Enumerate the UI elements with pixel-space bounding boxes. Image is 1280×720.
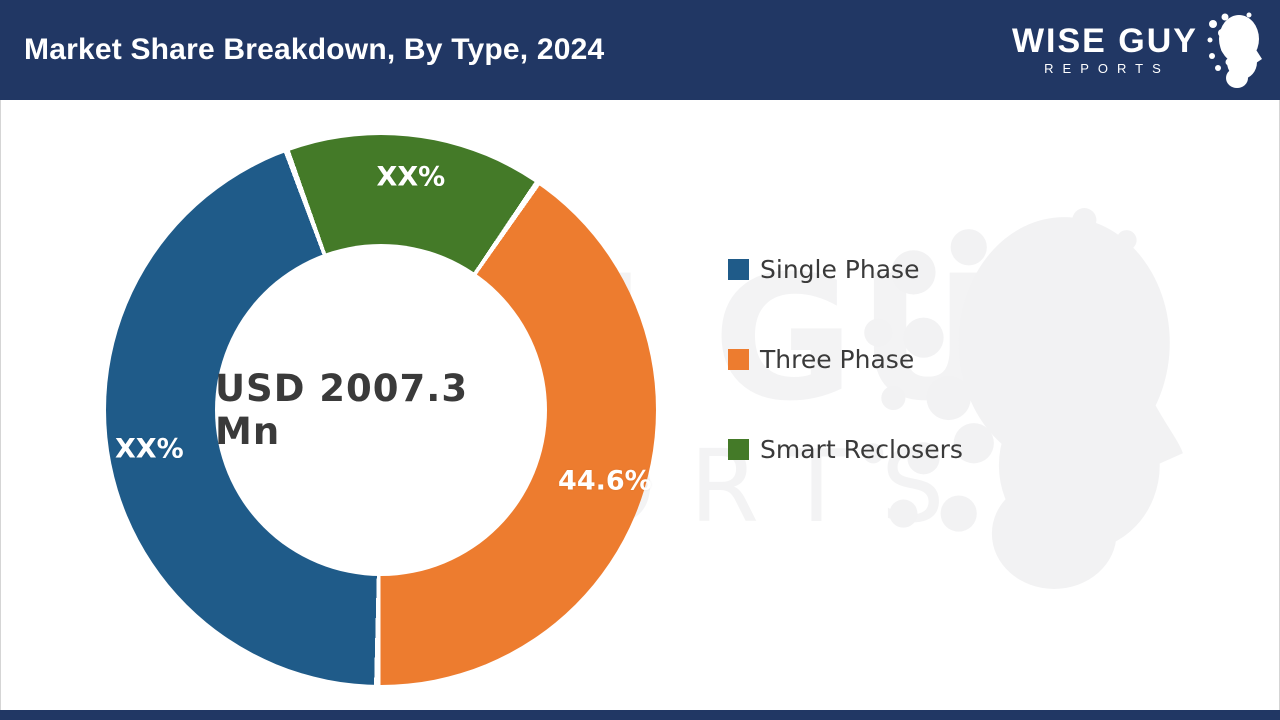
slice-label-single-phase: XX% [114,433,184,465]
slice-label-three-phase: 44.6% [558,465,652,497]
watermark-face-icon [863,208,1183,589]
donut-chart: USD 2007.3 Mn XX% 44.6% XX% [106,135,656,685]
legend-swatch [728,438,749,460]
logo-face-icon [1207,12,1262,88]
footer-bar [0,710,1280,720]
header-bar: Market Share Breakdown, By Type, 2024 WI… [0,0,1280,100]
legend-label: Three Phase [760,344,915,374]
legend-item-smart-reclosers: Smart Reclosers [728,436,963,462]
legend-item-three-phase: Three Phase [728,346,963,372]
wiseguy-logo: WISE GUY REPORTS [1012,10,1264,90]
logo-wordmark: WISE GUY [1011,21,1198,60]
legend-label: Single Phase [760,254,920,284]
logo-subtext: REPORTS [1044,61,1170,77]
center-value: USD 2007.3 Mn [215,367,469,453]
slice-label-smart-reclosers: XX% [376,161,446,193]
donut-hole: USD 2007.3 Mn [215,244,547,576]
legend-label: Smart Reclosers [760,434,963,464]
logo-text: WISE GUY REPORTS [1011,21,1198,77]
legend-swatch [728,348,749,370]
legend-swatch [728,258,749,280]
legend: Single Phase Three Phase Smart Reclosers [728,256,963,462]
legend-item-single-phase: Single Phase [728,256,963,282]
page-title: Market Share Breakdown, By Type, 2024 [24,33,605,66]
